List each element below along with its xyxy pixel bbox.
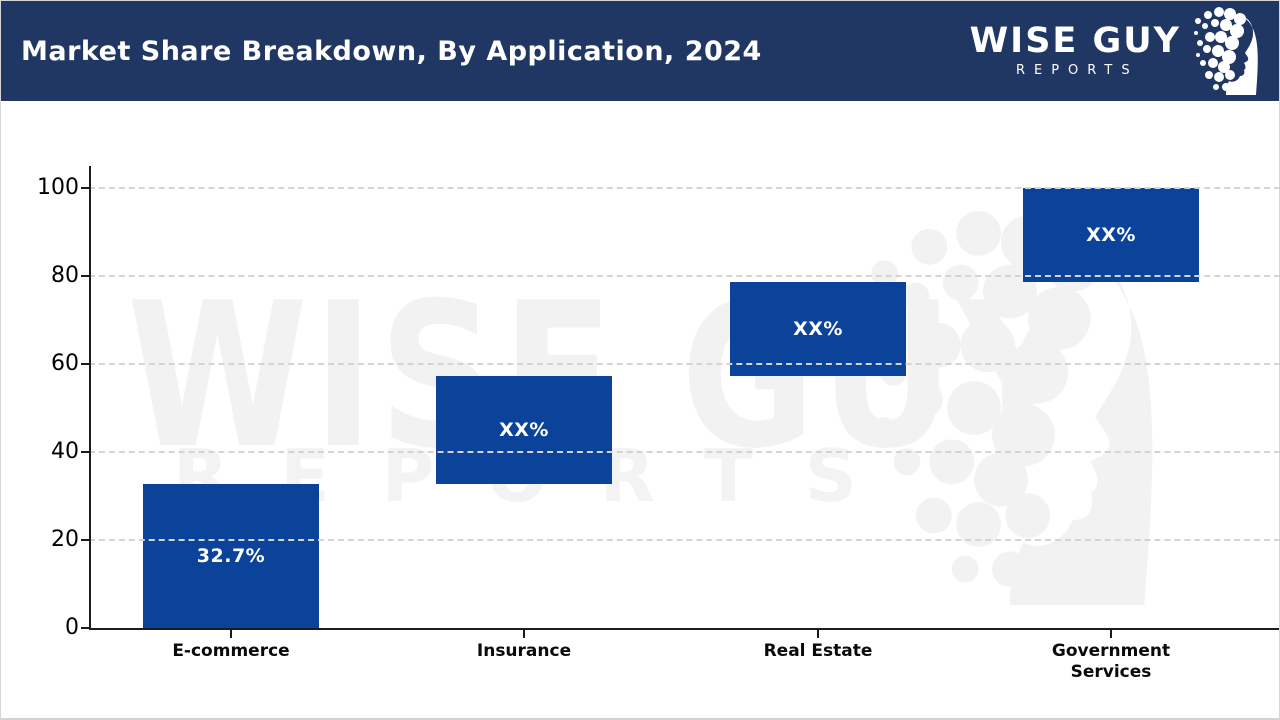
y-tick-label-20: 20 [51,527,79,552]
gridline-60 [89,363,1279,365]
y-tick-label-40: 40 [51,439,79,464]
y-tick-label-0: 0 [65,615,79,640]
bar-value-label-Government Services: XX% [1086,224,1136,247]
category-tick-E-commerce [230,630,232,638]
gridline-100 [89,187,1279,189]
brand-tagline: REPORTS [1015,63,1139,78]
brand-logo: WISE GUY REPORTS [970,1,1263,101]
bar-Government Services [1023,188,1199,283]
brand-head-icon [1194,7,1258,95]
gridline-80 [89,275,1279,277]
category-label-Real Estate: Real Estate [763,641,873,661]
bar-value-label-Real Estate: XX% [793,318,843,341]
category-label-Government Services: Government Services [1051,641,1171,682]
gridline-20 [89,539,1279,541]
y-tick-60 [81,363,89,365]
y-tick-label-60: 60 [51,351,79,376]
bar-value-label-E-commerce: 32.7% [196,545,266,568]
brand-name: WISE GUY [969,21,1181,61]
y-tick-40 [81,451,89,453]
category-label-E-commerce: E-commerce [172,641,290,661]
category-tick-Real Estate [817,630,819,638]
bar-Insurance [436,375,612,485]
chart-title: Market Share Breakdown, By Application, … [21,35,762,67]
bar-Real Estate [730,282,906,376]
category-tick-Insurance [523,630,525,638]
gridline-40 [89,451,1279,453]
watermark-head-icon [866,211,1153,606]
header-bar: Market Share Breakdown, By Application, … [1,1,1279,101]
category-label-Insurance: Insurance [476,641,572,661]
category-tick-Government Services [1110,630,1112,638]
y-tick-80 [81,275,89,277]
y-tick-100 [81,187,89,189]
y-tick-20 [81,539,89,541]
y-axis-line [89,166,91,630]
bar-E-commerce [143,484,319,628]
y-tick-label-80: 80 [51,263,79,288]
x-axis-line [89,628,1279,630]
y-tick-label-100: 100 [37,175,79,200]
y-tick-0 [81,627,89,629]
bar-value-label-Insurance: XX% [499,418,549,441]
